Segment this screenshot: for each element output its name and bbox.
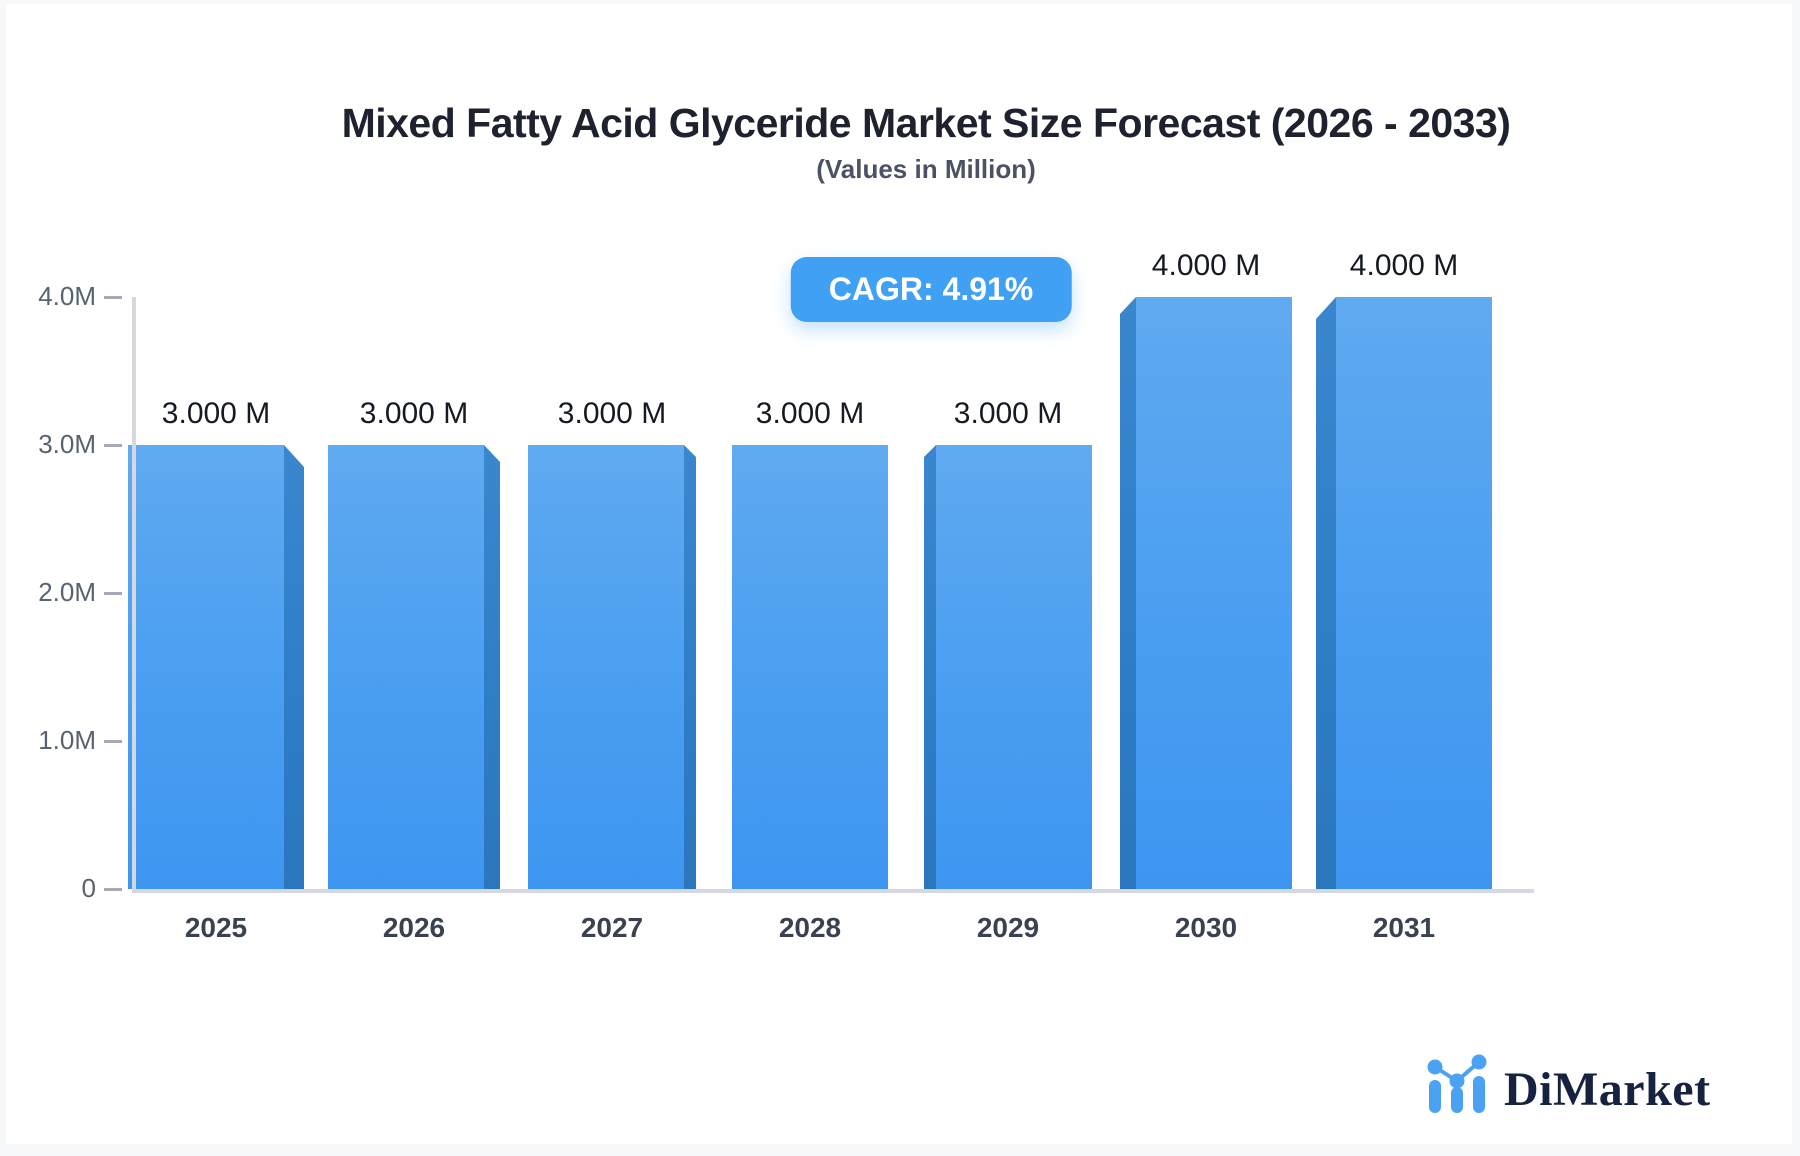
x-axis-label: 2030 xyxy=(1174,912,1238,943)
y-axis-label: 3.0M xyxy=(38,429,96,459)
y-axis-tick xyxy=(104,592,122,595)
cagr-badge: CAGR: 4.91% xyxy=(790,257,1072,322)
chart-card: Mixed Fatty Acid Glyceride Market Size F… xyxy=(6,4,1792,1144)
bar-value-label: 3.000 M xyxy=(359,397,469,430)
bar xyxy=(328,445,484,889)
bar xyxy=(528,445,684,889)
x-axis-label: 2029 xyxy=(976,912,1040,943)
bar-value-label: 3.000 M xyxy=(953,397,1063,430)
x-axis-line xyxy=(132,889,1534,893)
bar-side-panel xyxy=(924,445,936,889)
dimarket-logo: DiMarket xyxy=(1426,1046,1711,1114)
x-axis-label: 2031 xyxy=(1372,912,1436,943)
bar-side-panel xyxy=(1120,297,1136,889)
bar xyxy=(128,445,284,889)
y-axis-label: 1.0M xyxy=(38,725,96,755)
bar-side-panel xyxy=(484,445,500,889)
x-axis-label: 2027 xyxy=(580,912,644,943)
bar-value-label: 3.000 M xyxy=(755,397,865,430)
y-axis-tick xyxy=(104,444,122,447)
chart-title: Mixed Fatty Acid Glyceride Market Size F… xyxy=(341,100,1511,146)
y-axis-tick xyxy=(104,296,122,299)
bar-value-label: 3.000 M xyxy=(161,397,271,430)
x-axis-label: 2026 xyxy=(382,912,446,943)
chart-subtitle: (Values in Million) xyxy=(816,154,1036,184)
x-axis-label: 2025 xyxy=(184,912,248,943)
bar xyxy=(1136,297,1292,889)
dimarket-logo-text: DiMarket xyxy=(1504,1063,1711,1116)
y-axis-line xyxy=(132,297,136,893)
x-axis-label: 2028 xyxy=(778,912,842,943)
y-axis-tick xyxy=(104,740,122,743)
y-axis-label: 0 xyxy=(81,873,96,903)
bar-value-label: 3.000 M xyxy=(557,397,667,430)
bar xyxy=(936,445,1092,889)
y-axis-label: 4.0M xyxy=(38,281,96,311)
bar-side-panel xyxy=(684,445,696,889)
bar-value-label: 4.000 M xyxy=(1151,249,1261,282)
y-axis-tick xyxy=(104,888,122,891)
y-axis-label: 2.0M xyxy=(38,577,96,607)
bar-side-panel xyxy=(284,445,304,889)
bar xyxy=(1336,297,1492,889)
bar-value-label: 4.000 M xyxy=(1349,249,1459,282)
bar xyxy=(732,445,888,889)
bar-side-panel xyxy=(1316,297,1336,889)
dimarket-logo-icon xyxy=(1427,1054,1487,1113)
